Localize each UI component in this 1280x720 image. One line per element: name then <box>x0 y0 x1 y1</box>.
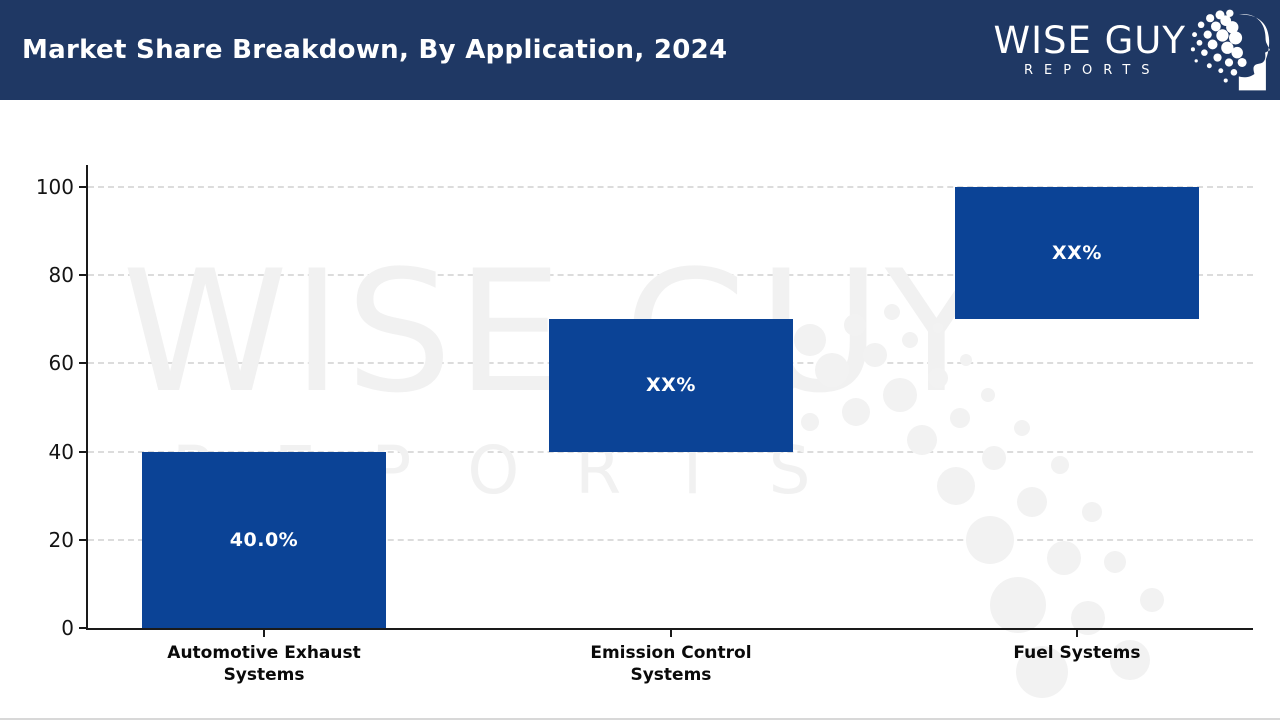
page-bottom-border <box>0 718 1280 720</box>
bar-1 <box>142 451 386 628</box>
y-tick-label: 80 <box>48 263 74 288</box>
category-label: Fuel Systems <box>1013 643 1141 663</box>
bar-value-label: 40.0% <box>229 528 299 551</box>
y-tick-mark <box>79 538 88 541</box>
y-tick-mark <box>79 450 88 453</box>
chart-canvas: WISE GUY REPORTS 0 20 40 60 80 100 40.0% Automo… <box>0 100 1280 718</box>
watermark-face-dots-icon <box>778 304 1164 698</box>
bar-2 <box>548 319 793 452</box>
y-tick-label: 0 <box>61 616 74 640</box>
y-tick-label: 60 <box>48 351 74 376</box>
logo-subtitle: REPORTS <box>1023 63 1161 78</box>
y-tick-mark <box>79 627 88 629</box>
dotted-face-profile-icon <box>1190 9 1270 91</box>
gridline-y-40 <box>88 450 1253 453</box>
y-tick-label: 100 <box>35 175 74 199</box>
gridline-y-80 <box>88 274 1253 277</box>
x-tick-mark <box>263 630 266 637</box>
bar-value-label: XX% <box>1052 242 1102 265</box>
category-label: Automotive Exhaust Systems <box>167 643 361 686</box>
y-tick-mark <box>79 362 88 365</box>
y-tick-mark <box>79 186 88 188</box>
logo-text: WISE GUY REPORTS <box>994 22 1186 78</box>
y-tick-mark <box>79 274 88 277</box>
category-label: Emission Control Systems <box>590 643 752 686</box>
header-bar: Market Share Breakdown, By Application, … <box>0 0 1280 100</box>
bar-value-label: XX% <box>646 374 696 397</box>
x-axis-line <box>86 628 1253 630</box>
wise-guy-reports-logo: WISE GUY REPORTS <box>994 3 1280 97</box>
page-title: Market Share Breakdown, By Application, … <box>22 35 728 65</box>
y-axis-line <box>86 165 88 630</box>
x-tick-mark <box>669 630 672 637</box>
gridline-y-20 <box>88 538 1253 541</box>
x-tick-mark <box>1075 630 1078 637</box>
y-tick-label: 40 <box>48 439 74 464</box>
logo-wordmark: WISE GUY <box>993 19 1186 62</box>
gridline-y-100 <box>88 186 1253 188</box>
y-tick-label: 20 <box>48 527 74 552</box>
bar-3 <box>954 187 1199 320</box>
